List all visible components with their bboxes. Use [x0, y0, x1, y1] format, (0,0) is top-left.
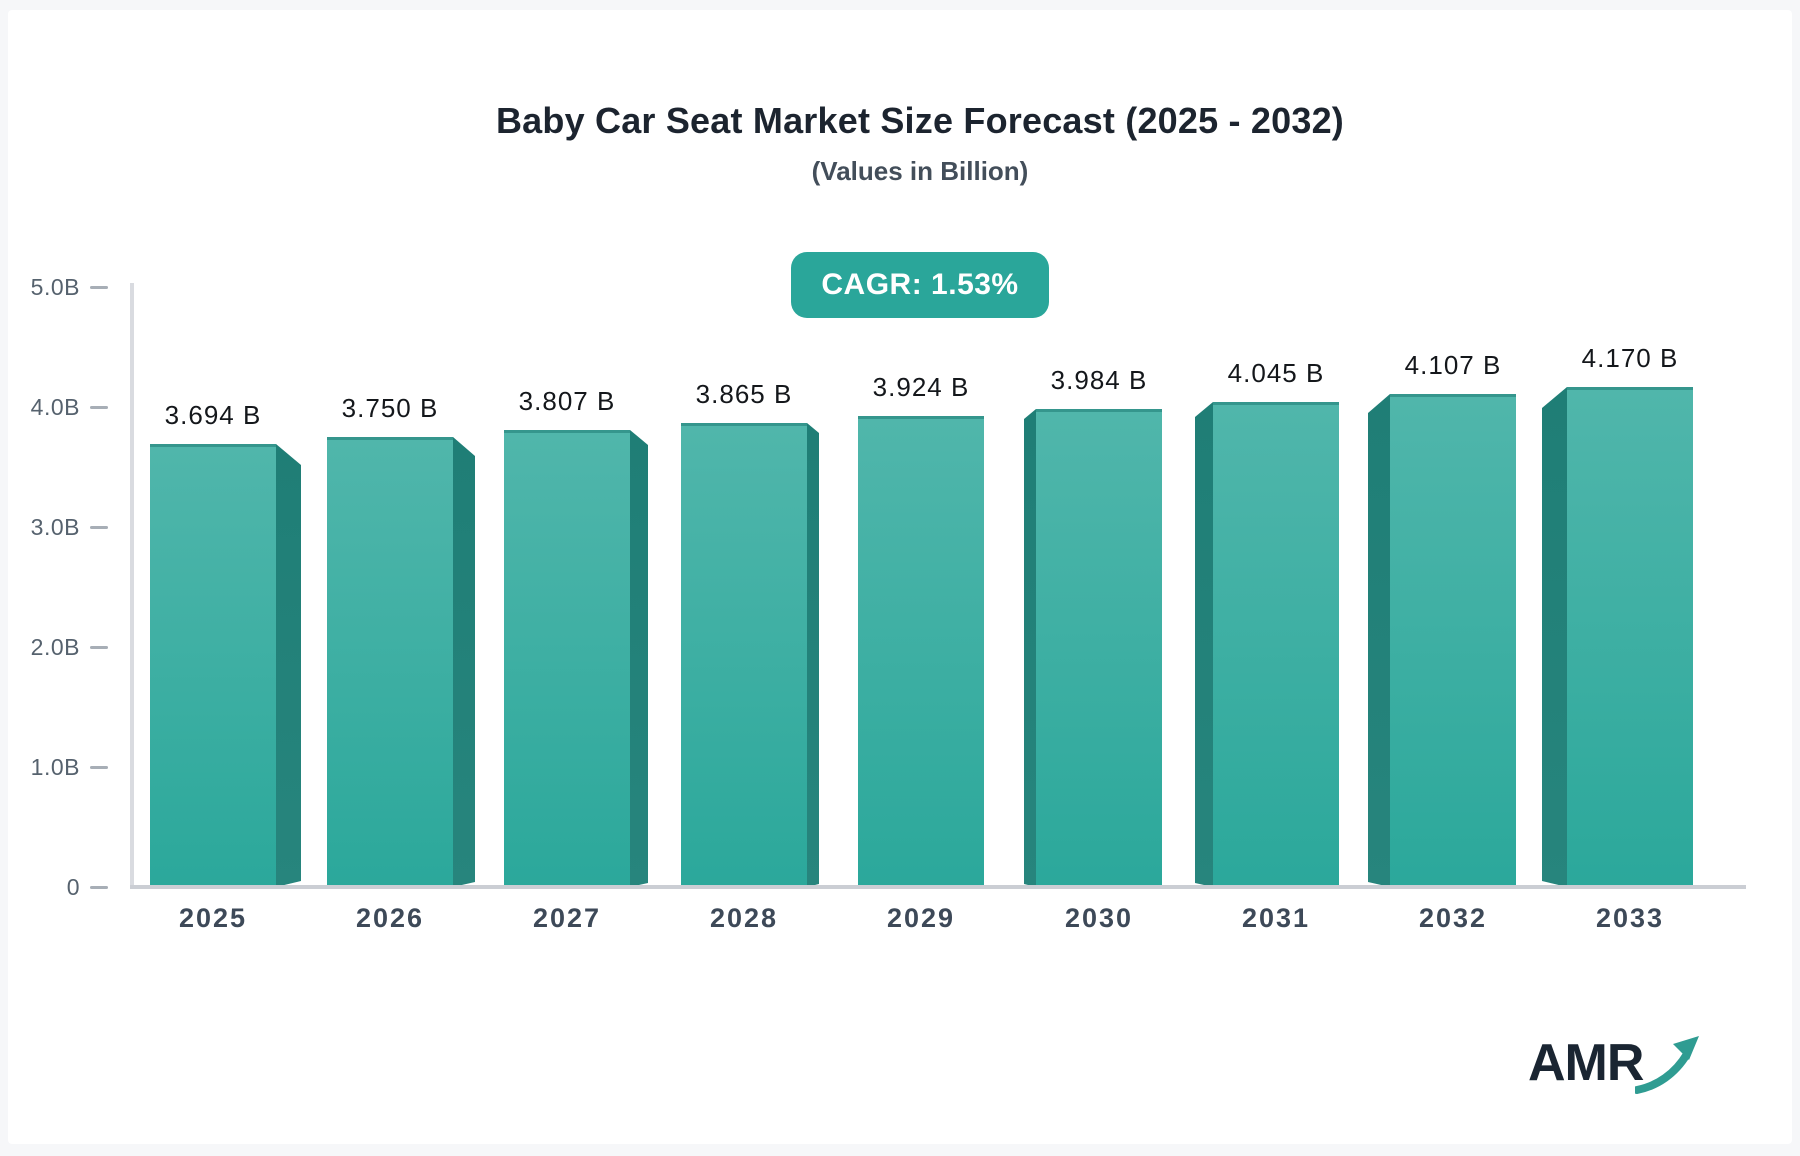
- bar-3d-side: [1024, 409, 1036, 887]
- bar-value-label: 4.170 B: [1581, 343, 1679, 373]
- y-axis-tick-mark: [90, 766, 108, 769]
- bar-3d-side: [1195, 402, 1213, 887]
- bar-3d-side: [1368, 394, 1390, 887]
- amr-logo: AMR: [1528, 1032, 1701, 1094]
- y-axis-tick-mark: [90, 286, 108, 289]
- bar-2031: [1213, 402, 1339, 887]
- bar-3d-side: [630, 430, 648, 887]
- y-axis-tick-label: 5.0B: [30, 274, 80, 300]
- bar-2033: [1567, 387, 1693, 887]
- page-subtitle: (Values in Billion): [811, 156, 1029, 186]
- amr-logo-text: AMR: [1528, 1034, 1644, 1092]
- bar-value-label: 3.924 B: [872, 372, 970, 402]
- y-axis-tick-mark: [90, 886, 108, 889]
- bar-3d-side: [453, 437, 475, 887]
- x-axis-category-label: 2026: [355, 903, 425, 933]
- x-axis-category-label: 2033: [1595, 903, 1665, 933]
- x-axis-category-label: 2029: [886, 903, 956, 933]
- bar-2026: [327, 437, 453, 887]
- page-title: Baby Car Seat Market Size Forecast (2025…: [495, 100, 1344, 141]
- y-axis-tick-label: 0: [66, 874, 80, 900]
- x-axis-category-label: 2030: [1064, 903, 1134, 933]
- bar-2028: [681, 423, 807, 887]
- y-axis-tick-label: 4.0B: [30, 394, 80, 420]
- bar-value-label: 4.045 B: [1227, 358, 1325, 388]
- bar-3d-side: [1542, 387, 1567, 887]
- x-axis-line: [130, 885, 1746, 889]
- x-axis-category-label: 2031: [1241, 903, 1311, 933]
- bar-value-label: 3.984 B: [1050, 365, 1148, 395]
- bar-value-label: 3.865 B: [695, 379, 793, 409]
- x-axis-category-label: 2032: [1418, 903, 1488, 933]
- bar-2027: [504, 430, 630, 887]
- cagr-badge-row: CAGR: 1.53%: [0, 252, 1800, 318]
- y-axis-tick-mark: [90, 406, 108, 409]
- x-axis-category-label: 2028: [709, 903, 779, 933]
- bar-3d-side: [276, 444, 301, 887]
- bar-value-label: 3.807 B: [518, 386, 616, 416]
- bar-2030: [1036, 409, 1162, 887]
- x-axis-category-label: 2027: [532, 903, 602, 933]
- y-axis-line: [130, 283, 134, 889]
- bar-2032: [1390, 394, 1516, 887]
- y-axis-tick-label: 2.0B: [30, 634, 80, 660]
- y-axis-tick-label: 3.0B: [30, 514, 80, 540]
- bar-3d-side: [807, 423, 819, 887]
- y-axis-tick-mark: [90, 646, 108, 649]
- bar-value-label: 3.694 B: [164, 400, 262, 430]
- y-axis-tick-mark: [90, 526, 108, 529]
- bar-2029: [858, 416, 984, 887]
- trending-up-arrow-icon: [1635, 1036, 1700, 1094]
- bar-2025: [150, 444, 276, 887]
- x-axis-category-label: 2025: [178, 903, 248, 933]
- y-axis-tick-label: 1.0B: [30, 754, 80, 780]
- bar-value-label: 4.107 B: [1404, 350, 1502, 380]
- cagr-badge: CAGR: 1.53%: [791, 252, 1049, 318]
- bar-value-label: 3.750 B: [341, 393, 439, 423]
